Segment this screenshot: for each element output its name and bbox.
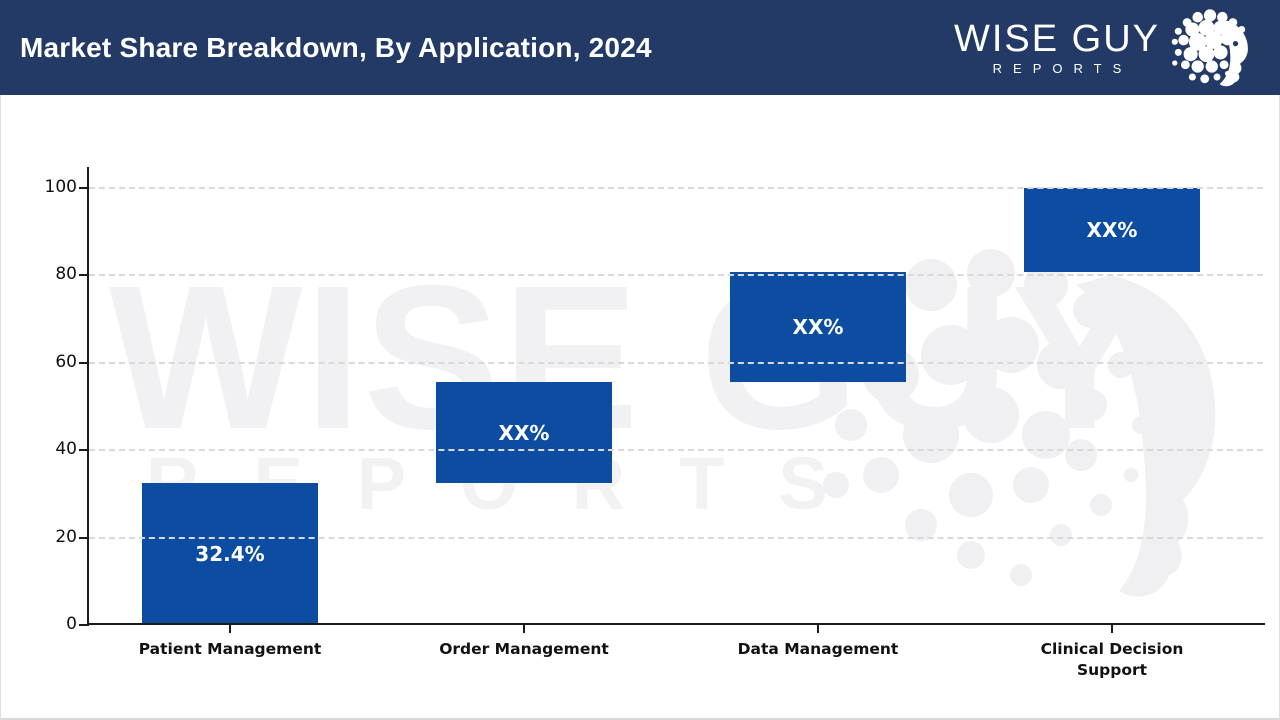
brand-logo-text: WISE GUY REPORTS	[954, 20, 1160, 75]
x-category-label-0: Patient Management	[138, 640, 322, 658]
y-tick-label-0: 0	[66, 614, 77, 634]
bar-order-management: XX%	[436, 382, 612, 484]
bar-value-label: XX%	[1086, 217, 1138, 242]
y-tick-mark-100	[79, 186, 89, 189]
dotted-face-logo-icon	[1171, 8, 1248, 86]
gridline-80	[89, 274, 1263, 276]
brand-subname: REPORTS	[992, 61, 1133, 76]
brand-logo: WISE GUY REPORTS	[954, 8, 1254, 88]
page-title: Market Share Breakdown, By Application, …	[20, 31, 652, 63]
gridline-20	[89, 536, 1263, 539]
bar-patient-management: 32.4%	[142, 483, 318, 625]
bar-data-management: XX%	[730, 272, 906, 383]
y-tick-mark-0	[79, 624, 89, 626]
watermark-text-wiseguy: WISE GUY	[109, 243, 1151, 472]
x-category-label-2: Data Management	[737, 640, 899, 658]
bar-value-label: 32.4%	[195, 542, 265, 567]
chart-card: WISE GUY REPORTS 0 20 40 60 80 100 32.4% Patien…	[0, 95, 1280, 720]
header-bar: Market Share Breakdown, By Application, …	[0, 0, 1280, 95]
gridline-100	[89, 186, 1263, 189]
x-tick-mark-1	[523, 625, 525, 633]
y-tick-mark-60	[79, 361, 89, 364]
y-tick-mark-20	[79, 536, 89, 539]
x-tick-mark-2	[817, 625, 819, 633]
x-axis-line	[87, 623, 1265, 625]
y-tick-label-60: 60	[55, 351, 77, 372]
y-axis-line	[87, 167, 89, 625]
bar-value-label: XX%	[498, 420, 550, 445]
brand-name: WISE GUY	[953, 18, 1160, 60]
bar-clinical-decision-support: XX%	[1024, 187, 1200, 273]
y-tick-mark-80	[79, 274, 89, 276]
y-tick-label-40: 40	[55, 439, 77, 459]
x-tick-mark-0	[229, 625, 231, 633]
y-tick-label-80: 80	[55, 264, 77, 284]
gridline-60	[89, 361, 1263, 364]
y-tick-mark-40	[79, 449, 89, 451]
y-tick-label-20: 20	[55, 526, 77, 547]
gridline-40	[89, 449, 1263, 451]
y-tick-label-100: 100	[44, 176, 77, 197]
bar-value-label: XX%	[792, 315, 844, 340]
x-tick-mark-3	[1111, 625, 1113, 633]
x-category-label-3: Clinical Decision Support	[1040, 640, 1184, 679]
x-category-label-1: Order Management	[439, 640, 609, 658]
